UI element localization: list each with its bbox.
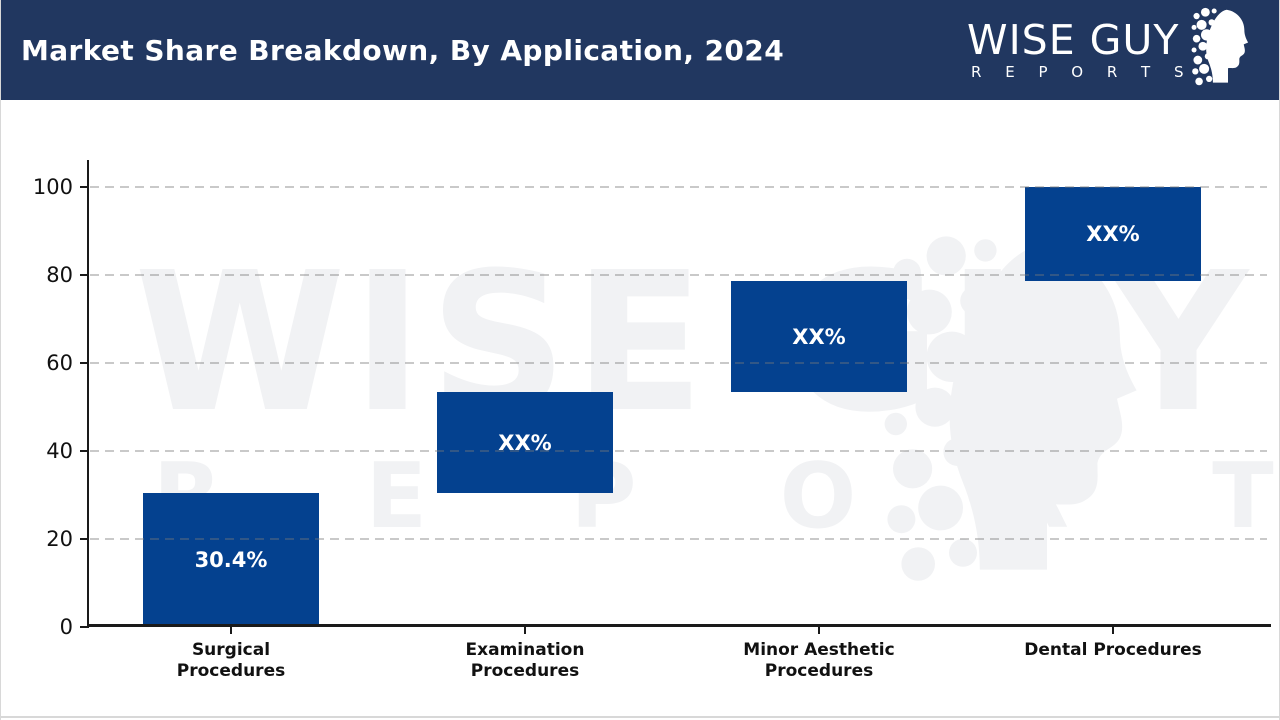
y-axis-line <box>87 160 89 627</box>
gridline <box>90 450 1267 452</box>
y-tick <box>80 450 89 452</box>
gridline <box>90 538 1267 540</box>
y-tick <box>80 274 89 276</box>
bar-segment <box>731 281 907 393</box>
bar-value-label: XX% <box>792 324 846 349</box>
page-title: Market Share Breakdown, By Application, … <box>21 33 785 67</box>
bar-segment <box>143 493 319 627</box>
x-tick <box>1112 627 1114 634</box>
logo-wordmark: WISE GUY <box>967 16 1180 64</box>
x-axis-line <box>87 624 1271 627</box>
wise-guy-logo: WISE GUY R E P O R T S <box>967 6 1267 94</box>
x-category-label: Minor Aesthetic Procedures <box>743 640 895 681</box>
x-category-label: Dental Procedures <box>1024 640 1202 660</box>
bottom-border <box>1 716 1279 718</box>
x-tick <box>818 627 820 634</box>
x-tick <box>524 627 526 634</box>
y-tick <box>80 538 89 540</box>
y-tick-label: 0 <box>59 615 73 639</box>
gridline <box>90 362 1267 364</box>
bar-segment <box>1025 187 1201 282</box>
y-tick-label: 40 <box>46 439 73 463</box>
bar-value-label: XX% <box>498 430 552 455</box>
gridline <box>90 274 1267 276</box>
x-tick <box>230 627 232 634</box>
y-tick <box>80 362 89 364</box>
y-tick-label: 20 <box>46 527 73 551</box>
bar-segment <box>437 392 613 494</box>
logo-text: WISE GUY R E P O R T S <box>967 20 1193 80</box>
gridline <box>90 186 1267 188</box>
bar-value-label: 30.4% <box>194 548 268 573</box>
y-tick-label: 60 <box>46 351 73 375</box>
y-tick-label: 80 <box>46 263 73 287</box>
watermark-head-profile-icon <box>884 236 1137 581</box>
y-tick <box>80 186 89 188</box>
logo-head-profile-icon <box>1191 7 1249 86</box>
logo-subtitle: R E P O R T S <box>971 63 1193 81</box>
header-bar: Market Share Breakdown, By Application, … <box>1 0 1279 100</box>
bar-value-label: XX% <box>1086 222 1140 247</box>
y-tick <box>80 626 89 628</box>
x-category-label: Examination Procedures <box>465 640 585 681</box>
x-category-label: Surgical Procedures <box>176 640 286 681</box>
y-tick-label: 100 <box>32 175 73 199</box>
